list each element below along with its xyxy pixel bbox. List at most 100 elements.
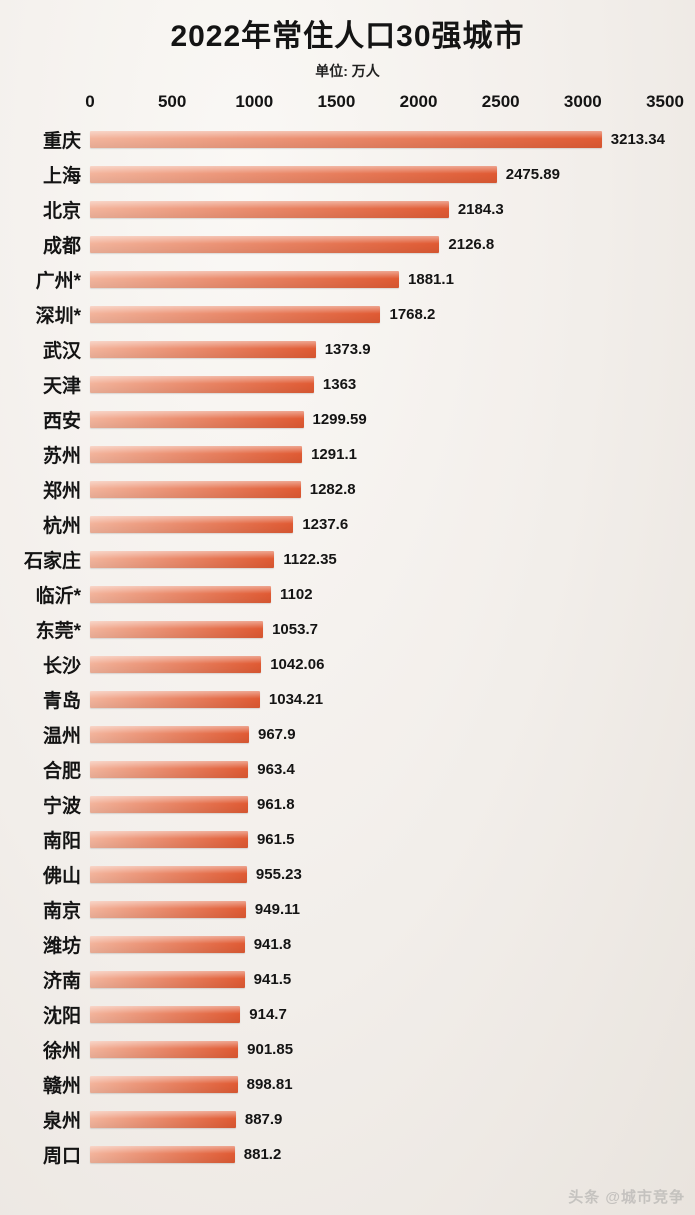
population-bar [90, 901, 246, 918]
bar-area: 887.9 [90, 1111, 665, 1128]
population-bar [90, 1146, 235, 1163]
bar-area: 961.8 [90, 796, 665, 813]
value-label: 955.23 [255, 866, 302, 883]
city-label: 东莞* [35, 621, 81, 642]
bar-row: 临沂* 1102 [0, 577, 665, 612]
population-bar [90, 796, 248, 813]
population-bar [90, 586, 272, 603]
bar-area: 914.7 [90, 1006, 665, 1023]
value-label: 1768.2 [389, 306, 436, 323]
population-bar [90, 236, 440, 253]
bar-area: 967.9 [90, 726, 665, 743]
bar-rows: 重庆 3213.34 上海 2475.89 北京 2184.3 成都 2126.8 广州* 188… [0, 122, 665, 1172]
bar-row: 武汉 1373.9 [0, 332, 665, 367]
population-bar [90, 516, 294, 533]
value-label: 2184.3 [457, 201, 504, 218]
bar-area: 2184.3 [90, 201, 665, 218]
population-bar [90, 1111, 236, 1128]
value-label: 1122.35 [283, 551, 337, 568]
city-label: 重庆 [42, 131, 81, 152]
city-label: 赣州 [42, 1076, 81, 1097]
city-label: 长沙 [42, 656, 81, 677]
bar-area: 1122.35 [90, 551, 665, 568]
population-bar [90, 691, 260, 708]
x-axis-tick: 500 [157, 92, 187, 111]
bar-area: 881.2 [90, 1146, 665, 1163]
city-label: 温州 [42, 726, 81, 747]
bar-area: 1299.59 [90, 411, 665, 428]
city-label: 佛山 [42, 866, 81, 887]
bar-area: 949.11 [90, 901, 665, 918]
city-label: 南阳 [42, 831, 81, 852]
bar-row: 赣州 898.81 [0, 1067, 665, 1102]
value-label: 1299.59 [312, 411, 367, 428]
bar-row: 沈阳 914.7 [0, 997, 665, 1032]
bar-row: 温州 967.9 [0, 717, 665, 752]
value-label: 1282.8 [309, 481, 356, 498]
value-label: 1363 [322, 376, 357, 393]
city-label: 西安 [42, 411, 81, 432]
bar-row: 宁波 961.8 [0, 787, 665, 822]
city-label: 成都 [42, 236, 81, 257]
value-label: 1881.1 [408, 271, 454, 288]
population-bar [90, 551, 275, 568]
population-bar [90, 166, 497, 183]
x-axis-tick: 2500 [481, 92, 520, 111]
bar-area: 1102 [90, 586, 665, 603]
bar-row: 泉州 887.9 [0, 1102, 665, 1137]
bar-area: 1373.9 [90, 341, 665, 358]
chart-title: 2022年常住人口30强城市 [170, 20, 525, 53]
city-label: 潍坊 [42, 936, 81, 957]
watermark: 头条 @城市竞争 [568, 1189, 685, 1206]
value-label: 2126.8 [448, 236, 495, 253]
bar-row: 上海 2475.89 [0, 157, 665, 192]
value-label: 2475.89 [505, 166, 560, 183]
bar-row: 潍坊 941.8 [0, 927, 665, 962]
bar-row: 石家庄 1122.35 [0, 542, 665, 577]
value-label: 1042.06 [270, 656, 325, 673]
bar-area: 1237.6 [90, 516, 665, 533]
value-label: 941.8 [253, 936, 292, 953]
city-label: 深圳* [35, 306, 81, 327]
city-label: 济南 [42, 971, 81, 992]
bar-row: 成都 2126.8 [0, 227, 665, 262]
value-label: 961.5 [256, 831, 295, 848]
city-label: 泉州 [42, 1111, 81, 1132]
bar-row: 南阳 961.5 [0, 822, 665, 857]
bar-area: 1053.7 [90, 621, 665, 638]
city-label: 临沂* [35, 586, 81, 607]
bar-row: 广州* 1881.1 [0, 262, 665, 297]
bar-area: 963.4 [90, 761, 665, 778]
bar-row: 深圳* 1768.2 [0, 297, 665, 332]
city-label: 石家庄 [23, 551, 81, 572]
bar-row: 苏州 1291.1 [0, 437, 665, 472]
population-bar [90, 971, 245, 988]
x-axis-tick: 0 [85, 92, 95, 111]
value-label: 1053.7 [272, 621, 318, 638]
value-label: 898.81 [246, 1076, 293, 1093]
value-label: 1291.1 [311, 446, 357, 463]
bar-area: 901.85 [90, 1041, 665, 1058]
population-bar [90, 761, 249, 778]
value-label: 963.4 [257, 761, 295, 778]
population-bar [90, 621, 264, 638]
value-label: 881.2 [243, 1146, 282, 1163]
bar-area: 1034.21 [90, 691, 665, 708]
population-bar [90, 306, 381, 323]
population-bar [90, 411, 304, 428]
value-label: 961.8 [257, 796, 295, 813]
city-label: 上海 [42, 166, 81, 187]
bar-row: 济南 941.5 [0, 962, 665, 997]
city-label: 南京 [42, 901, 81, 922]
population-bar [90, 726, 249, 743]
chart-unit-label: 单位: 万人 [315, 63, 380, 79]
population-bar [90, 481, 301, 498]
bar-area: 898.81 [90, 1076, 665, 1093]
city-label: 苏州 [42, 446, 81, 467]
bar-row: 杭州 1237.6 [0, 507, 665, 542]
bar-area: 941.5 [90, 971, 665, 988]
city-label: 青岛 [42, 691, 81, 712]
city-label: 天津 [42, 376, 81, 397]
bar-row: 徐州 901.85 [0, 1032, 665, 1067]
